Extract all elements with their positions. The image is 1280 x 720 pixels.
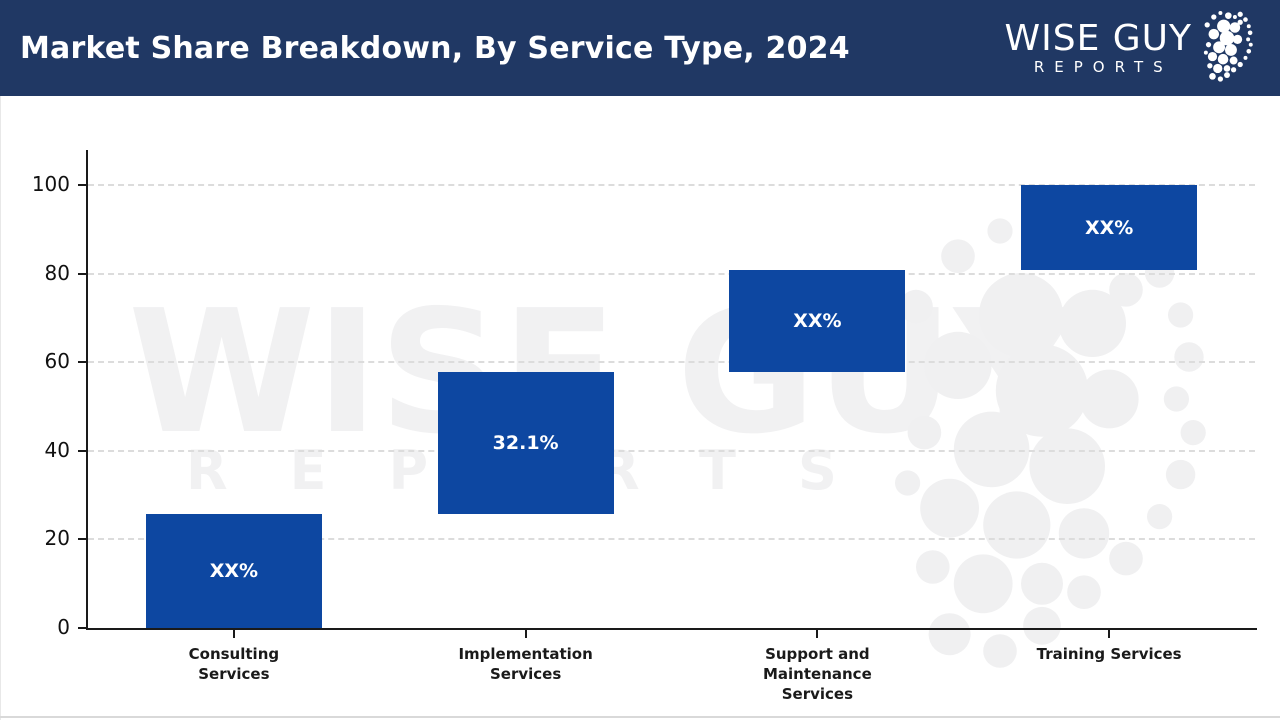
gridline xyxy=(88,449,1255,452)
bar-value-label: XX% xyxy=(793,310,842,333)
brand-name: WISE GUY xyxy=(1004,18,1192,59)
x-category-label-line: Services xyxy=(489,665,562,683)
x-category-label-line: Consulting xyxy=(188,645,280,663)
y-axis-spine xyxy=(86,150,88,630)
y-tick-mark xyxy=(78,272,86,275)
x-category-label-line: Services xyxy=(781,685,854,703)
brand-dot-head-icon xyxy=(1203,11,1253,82)
watermark-dot-head-icon xyxy=(895,218,1206,668)
bar-segment: XX% xyxy=(729,270,906,372)
brand-subtitle: REPORTS xyxy=(1033,58,1173,76)
x-tick-mark xyxy=(1108,630,1111,638)
page-left-border xyxy=(0,96,1,720)
bar-segment: XX% xyxy=(145,513,322,628)
y-tick-label: 20 xyxy=(44,526,70,551)
y-tick-mark xyxy=(78,538,86,541)
x-category-label-line: Maintenance xyxy=(762,665,872,683)
x-category-label: Training Services xyxy=(999,644,1219,664)
y-tick-mark xyxy=(78,361,86,364)
x-tick-mark xyxy=(524,630,527,638)
y-tick-label: 80 xyxy=(44,260,70,285)
x-tick-mark xyxy=(816,630,819,638)
y-tick-label: 40 xyxy=(44,437,70,462)
bar-value-label: 32.1% xyxy=(492,431,559,454)
bar-segment: XX% xyxy=(1021,185,1198,271)
y-tick-label: 100 xyxy=(31,172,70,197)
x-tick-mark xyxy=(232,630,235,638)
header: Market Share Breakdown, By Service Type,… xyxy=(0,0,1280,96)
bar-value-label: XX% xyxy=(1084,216,1134,239)
brand-logo-text: WISE GUY REPORTS xyxy=(1005,21,1193,75)
gridline xyxy=(88,272,1255,275)
y-tick-label: 60 xyxy=(44,349,70,374)
bar-value-label: XX% xyxy=(209,559,259,582)
x-axis-spine xyxy=(86,628,1257,630)
gridline xyxy=(88,538,1255,541)
x-category-label-line: Services xyxy=(198,665,270,683)
x-category-label-line: Training Services xyxy=(1036,645,1182,663)
waterfall-chart: XX% 32.1% XX% XX% 0 20 40 60 80 100 Consulting Ser… xyxy=(32,150,1257,703)
x-category-label-line: Implementation xyxy=(458,645,593,663)
gridline xyxy=(88,184,1255,187)
brand-logo: WISE GUY REPORTS xyxy=(1005,8,1261,88)
y-tick-mark xyxy=(78,449,86,452)
x-category-label-line: Support and xyxy=(765,645,870,663)
gridline xyxy=(88,361,1255,364)
x-category-label: Support and Maintenance Services xyxy=(707,644,927,704)
x-category-label: Consulting Services xyxy=(124,644,344,684)
y-tick-mark xyxy=(78,627,86,629)
y-tick-label: 0 xyxy=(57,615,70,639)
page-bottom-border xyxy=(0,716,1280,718)
x-category-label: Implementation Services xyxy=(416,644,636,684)
bar-segment: 32.1% xyxy=(437,371,614,514)
page-title: Market Share Breakdown, By Service Type,… xyxy=(20,30,850,66)
y-tick-mark xyxy=(78,184,86,187)
